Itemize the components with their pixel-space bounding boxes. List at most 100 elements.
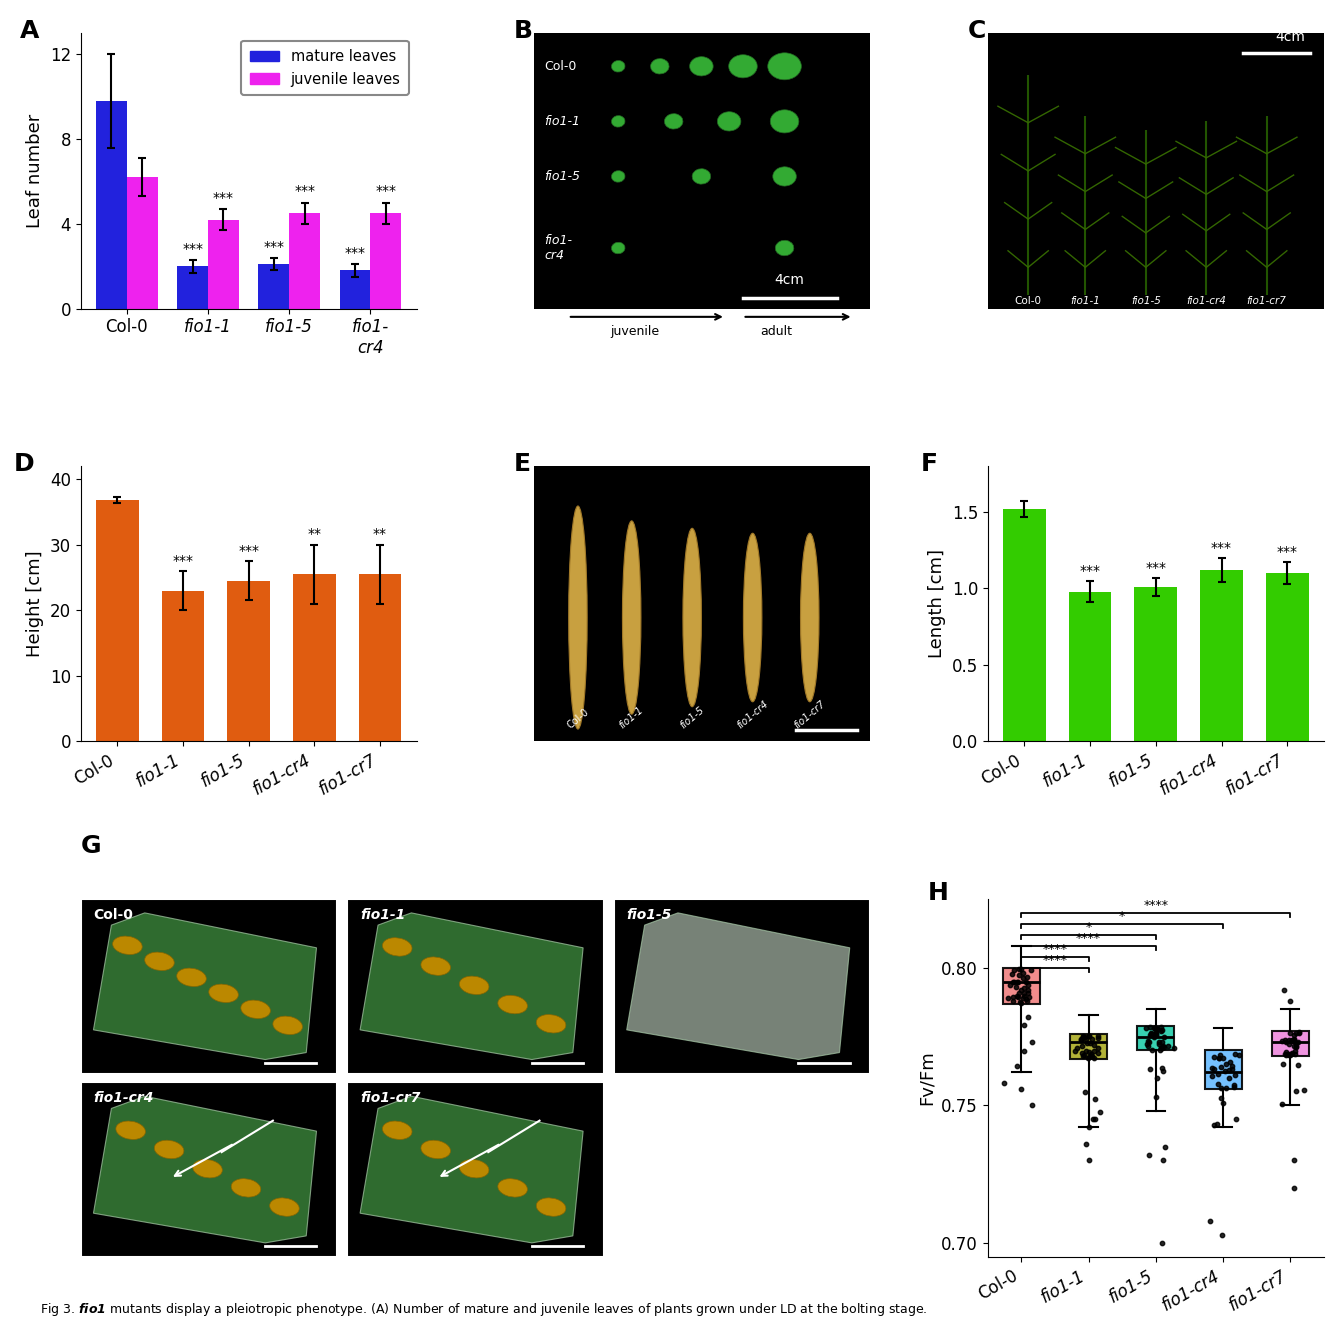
Ellipse shape	[683, 528, 702, 706]
Bar	[227, 581, 270, 741]
Point	[1078, 1025, 1099, 1047]
Text: D: D	[13, 452, 34, 476]
Point	[1003, 987, 1024, 1008]
Point	[1144, 1017, 1165, 1039]
Point	[1017, 1005, 1039, 1027]
Point	[1286, 1032, 1308, 1053]
Point	[1090, 1101, 1111, 1123]
Point	[1013, 1015, 1035, 1036]
Ellipse shape	[536, 1198, 566, 1217]
Text: ***: ***	[172, 553, 194, 568]
Point	[1013, 1041, 1035, 1063]
Point	[1136, 1033, 1157, 1055]
Ellipse shape	[208, 984, 238, 1003]
Point	[1145, 1021, 1167, 1043]
Point	[1149, 1033, 1171, 1055]
Point	[1083, 1047, 1105, 1068]
Point	[1203, 1047, 1224, 1068]
Point	[1081, 1043, 1102, 1064]
Point	[1075, 1041, 1097, 1063]
Text: *: *	[1086, 920, 1091, 934]
Bar	[161, 591, 204, 741]
Point	[1153, 1036, 1175, 1057]
Point	[1145, 1017, 1167, 1039]
Point	[1285, 1033, 1306, 1055]
Point	[1152, 1061, 1173, 1083]
Point	[1285, 1021, 1306, 1043]
Text: ***: ***	[212, 190, 234, 205]
Text: fio1-1: fio1-1	[1070, 295, 1101, 306]
Point	[1009, 992, 1031, 1013]
Point	[1073, 1025, 1094, 1047]
Ellipse shape	[536, 1015, 566, 1033]
Point	[1150, 1020, 1172, 1041]
Text: ***: ***	[1277, 545, 1298, 560]
Bar	[340, 270, 371, 309]
Point	[1284, 1029, 1305, 1051]
Point	[1293, 1079, 1314, 1100]
Point	[1073, 1027, 1094, 1048]
Point	[1075, 1028, 1097, 1049]
Text: fio1-5: fio1-5	[679, 705, 706, 730]
Text: ****: ****	[1077, 931, 1101, 944]
Text: fio1-cr4: fio1-cr4	[1187, 295, 1226, 306]
Point	[1285, 1081, 1306, 1103]
Text: **: **	[308, 528, 321, 541]
Text: fio1-5: fio1-5	[544, 170, 581, 184]
Bar	[293, 575, 336, 741]
Ellipse shape	[689, 57, 714, 76]
Point	[1083, 1035, 1105, 1056]
Text: ***: ***	[1079, 564, 1101, 577]
Point	[1064, 1040, 1086, 1061]
Point	[1215, 1053, 1236, 1075]
Point	[1140, 1059, 1161, 1080]
Point	[1142, 1024, 1164, 1045]
Point	[1206, 1113, 1227, 1134]
Text: C: C	[968, 20, 986, 44]
Point	[1145, 1023, 1167, 1044]
Point	[1140, 1023, 1161, 1044]
Point	[1008, 987, 1030, 1008]
Point	[1071, 1043, 1093, 1064]
Point	[1005, 986, 1027, 1007]
Point	[1202, 1065, 1223, 1087]
Ellipse shape	[176, 968, 206, 987]
Point	[1008, 972, 1030, 994]
Point	[1004, 959, 1025, 980]
Bar	[359, 575, 402, 741]
PathPatch shape	[1204, 1051, 1242, 1089]
Point	[1137, 1035, 1159, 1056]
Point	[1270, 1029, 1292, 1051]
Point	[1210, 1044, 1231, 1065]
Text: ***: ***	[263, 239, 285, 254]
Point	[1274, 979, 1296, 1000]
Point	[1141, 1040, 1163, 1061]
Ellipse shape	[113, 936, 142, 955]
Polygon shape	[360, 1096, 583, 1242]
Point	[1275, 1041, 1297, 1063]
Point	[1144, 1025, 1165, 1047]
Text: ****: ****	[1043, 943, 1067, 956]
PathPatch shape	[1003, 968, 1040, 1004]
Polygon shape	[360, 912, 583, 1060]
Point	[1012, 962, 1034, 983]
Ellipse shape	[767, 53, 801, 80]
Point	[1289, 1021, 1310, 1043]
Text: ****: ****	[1144, 899, 1168, 911]
Point	[1208, 1047, 1230, 1068]
Ellipse shape	[743, 533, 762, 702]
Ellipse shape	[569, 505, 587, 729]
Ellipse shape	[145, 952, 175, 971]
Point	[1087, 1043, 1109, 1064]
Point	[1078, 1041, 1099, 1063]
Point	[1146, 1067, 1168, 1088]
Point	[1008, 964, 1030, 986]
Point	[1204, 1115, 1226, 1136]
Point	[1071, 1035, 1093, 1056]
Point	[1003, 971, 1024, 992]
Bar	[126, 177, 157, 309]
Text: fio1-1: fio1-1	[618, 705, 645, 730]
Ellipse shape	[460, 1160, 489, 1178]
Point	[1146, 1017, 1168, 1039]
Point	[1012, 967, 1034, 988]
